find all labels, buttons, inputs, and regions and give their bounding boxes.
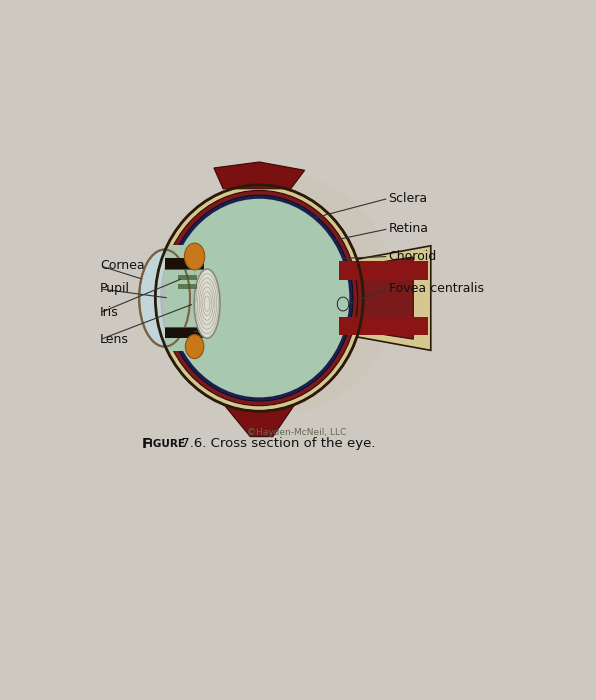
Ellipse shape bbox=[194, 269, 220, 338]
Ellipse shape bbox=[156, 185, 363, 411]
Text: Iris: Iris bbox=[100, 307, 119, 319]
Text: 7.6. Cross section of the eye.: 7.6. Cross section of the eye. bbox=[177, 437, 375, 450]
Ellipse shape bbox=[166, 195, 353, 401]
Ellipse shape bbox=[185, 335, 204, 358]
Polygon shape bbox=[224, 405, 295, 437]
Text: Sclera: Sclera bbox=[389, 192, 428, 205]
Text: Retina: Retina bbox=[389, 223, 429, 235]
Ellipse shape bbox=[170, 174, 395, 412]
Text: Cornea: Cornea bbox=[100, 259, 144, 272]
Polygon shape bbox=[339, 316, 428, 335]
Polygon shape bbox=[178, 275, 197, 279]
Ellipse shape bbox=[139, 250, 190, 346]
Polygon shape bbox=[178, 284, 197, 289]
Polygon shape bbox=[214, 162, 305, 189]
Ellipse shape bbox=[184, 243, 205, 270]
Polygon shape bbox=[164, 327, 204, 338]
Text: Lens: Lens bbox=[100, 333, 129, 346]
Text: F: F bbox=[141, 437, 151, 451]
Text: Choroid: Choroid bbox=[389, 250, 437, 263]
FancyBboxPatch shape bbox=[164, 245, 199, 351]
Text: Fovea centralis: Fovea centralis bbox=[389, 282, 483, 295]
Ellipse shape bbox=[161, 190, 358, 406]
Polygon shape bbox=[353, 257, 413, 340]
Text: IGURE: IGURE bbox=[150, 439, 185, 449]
Ellipse shape bbox=[169, 199, 349, 398]
Text: ©Hayden-McNeil, LLC: ©Hayden-McNeil, LLC bbox=[247, 428, 346, 437]
Ellipse shape bbox=[337, 297, 349, 311]
Text: Pupil: Pupil bbox=[100, 282, 130, 295]
Polygon shape bbox=[339, 261, 428, 279]
Polygon shape bbox=[357, 246, 431, 351]
Polygon shape bbox=[164, 258, 204, 270]
